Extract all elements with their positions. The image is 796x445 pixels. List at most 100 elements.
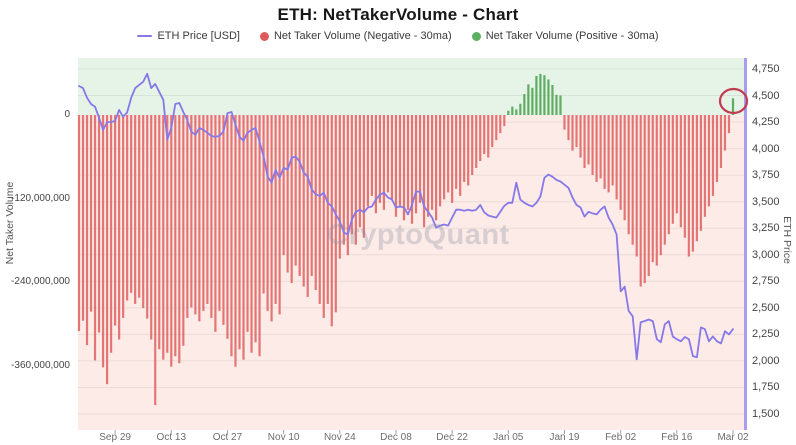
- volume-bar-negative: [483, 115, 486, 155]
- eth-price-line: [78, 72, 734, 361]
- volume-bar-negative: [302, 115, 305, 287]
- volume-bar-negative: [374, 115, 378, 214]
- volume-bar-negative: [715, 115, 719, 182]
- volume-bar-negative: [619, 115, 622, 210]
- volume-bar-negative: [266, 115, 269, 311]
- volume-bar-negative: [390, 115, 394, 200]
- volume-bar-negative: [238, 115, 241, 350]
- right-axis-tick-label: 4,250: [752, 116, 780, 129]
- volume-bar-positive: [531, 87, 534, 115]
- volume-bar-negative: [495, 115, 498, 141]
- x-axis-date-label: Mar 02: [717, 432, 749, 443]
- legend-label: Net Taker Volume (Positive - 30ma): [485, 30, 659, 42]
- volume-bar-negative: [162, 115, 165, 360]
- volume-bar-negative: [607, 115, 610, 193]
- volume-bar-negative: [230, 115, 233, 357]
- volume-bar-negative: [174, 115, 177, 357]
- volume-bar-negative: [310, 115, 313, 277]
- volume-bar-negative: [126, 115, 129, 301]
- volume-bar-negative: [603, 115, 606, 189]
- volume-bar-negative: [338, 115, 341, 259]
- x-axis-date-label: Jan 19: [549, 432, 580, 443]
- volume-bar-negative: [406, 115, 410, 210]
- volume-bar-positive: [519, 103, 522, 115]
- legend-label: Net Taker Volume (Negative - 30ma): [273, 30, 452, 42]
- right-axis-tick-label: 2,250: [752, 328, 780, 341]
- volume-bar-negative: [643, 115, 646, 284]
- right-axis-tick-label: 3,500: [752, 195, 780, 208]
- volume-bar-negative: [182, 115, 185, 346]
- volume-bar-negative: [402, 115, 406, 221]
- volume-bar-negative: [258, 115, 261, 357]
- right-axis-tick-label: 1,750: [752, 381, 780, 394]
- volume-bar-negative: [202, 115, 205, 311]
- volume-bar-negative: [218, 115, 221, 311]
- volume-bar-negative: [101, 115, 105, 368]
- volume-bar-positive: [535, 75, 538, 115]
- volume-bar-negative: [491, 115, 494, 148]
- volume-bar-positive: [731, 98, 735, 115]
- volume-bar-negative: [262, 115, 265, 294]
- x-axis-date-label: Jan 05: [493, 432, 524, 443]
- right-axis-tick-label: 2,000: [752, 354, 780, 367]
- volume-bar-negative: [358, 115, 361, 228]
- volume-bar-negative: [422, 115, 426, 228]
- volume-bar-negative: [615, 115, 618, 200]
- volume-bar-negative: [723, 115, 727, 151]
- right-axis-tick-label: 4,000: [752, 142, 780, 155]
- volume-bar-negative: [226, 115, 229, 339]
- volume-bar-negative: [451, 115, 454, 203]
- legend-item-positive-volume[interactable]: Net Taker Volume (Positive - 30ma): [471, 30, 659, 42]
- volume-bar-negative: [318, 115, 321, 304]
- volume-bar-negative: [467, 115, 470, 186]
- volume-bar-negative: [434, 115, 438, 221]
- volume-bar-negative: [683, 115, 686, 238]
- volume-bar-negative: [178, 115, 181, 364]
- volume-bar-negative: [410, 115, 414, 224]
- volume-bar-negative: [298, 115, 301, 277]
- volume-bar-negative: [398, 115, 402, 207]
- volume-bar-negative: [707, 115, 711, 207]
- volume-bar-negative: [711, 115, 715, 196]
- volume-bar-positive: [547, 79, 550, 115]
- red-dot-icon: [259, 31, 269, 41]
- volume-bar-negative: [599, 115, 602, 179]
- volume-bar-negative: [623, 115, 626, 221]
- volume-bar-negative: [414, 115, 418, 214]
- volume-bar-negative: [583, 115, 586, 168]
- legend-item-eth-price[interactable]: ETH Price [USD]: [137, 30, 240, 42]
- legend-item-negative-volume[interactable]: Net Taker Volume (Negative - 30ma): [259, 30, 452, 42]
- chart-legend: ETH Price [USD] Net Taker Volume (Negati…: [0, 30, 796, 42]
- volume-bar-negative: [611, 115, 614, 186]
- volume-bar-negative: [675, 115, 678, 214]
- volume-bar-negative: [443, 115, 446, 200]
- x-axis-date-label: Nov 24: [323, 432, 356, 443]
- right-axis-tick-label: 3,250: [752, 222, 780, 235]
- volume-bar-negative: [719, 115, 723, 168]
- volume-bar-negative: [627, 115, 630, 235]
- volume-bar-negative: [679, 115, 682, 228]
- volume-bar-positive: [543, 75, 546, 115]
- volume-bar-negative: [366, 115, 369, 207]
- x-axis-date-label: Sep 29: [99, 432, 131, 443]
- volume-bar-negative: [571, 115, 574, 151]
- volume-bar-positive: [555, 94, 558, 115]
- volume-bar-negative: [314, 115, 317, 291]
- volume-bar-negative: [362, 115, 365, 238]
- volume-bar-positive: [551, 85, 554, 115]
- volume-bar-negative: [667, 115, 670, 235]
- volume-bar-negative: [198, 115, 201, 322]
- volume-bar-negative: [282, 115, 285, 256]
- volume-bar-negative: [77, 115, 81, 332]
- left-axis-tick-label: -360,000,000: [11, 359, 70, 371]
- right-axis-tick-label: 1,500: [752, 408, 780, 420]
- volume-bar-negative: [418, 115, 422, 203]
- volume-bar-negative: [97, 115, 101, 333]
- volume-bar-negative: [346, 115, 349, 256]
- volume-bar-negative: [370, 115, 373, 196]
- volume-bar-negative: [503, 115, 506, 127]
- volume-bar-negative: [659, 115, 662, 256]
- volume-bar-positive: [523, 94, 526, 115]
- volume-bar-negative: [430, 115, 434, 210]
